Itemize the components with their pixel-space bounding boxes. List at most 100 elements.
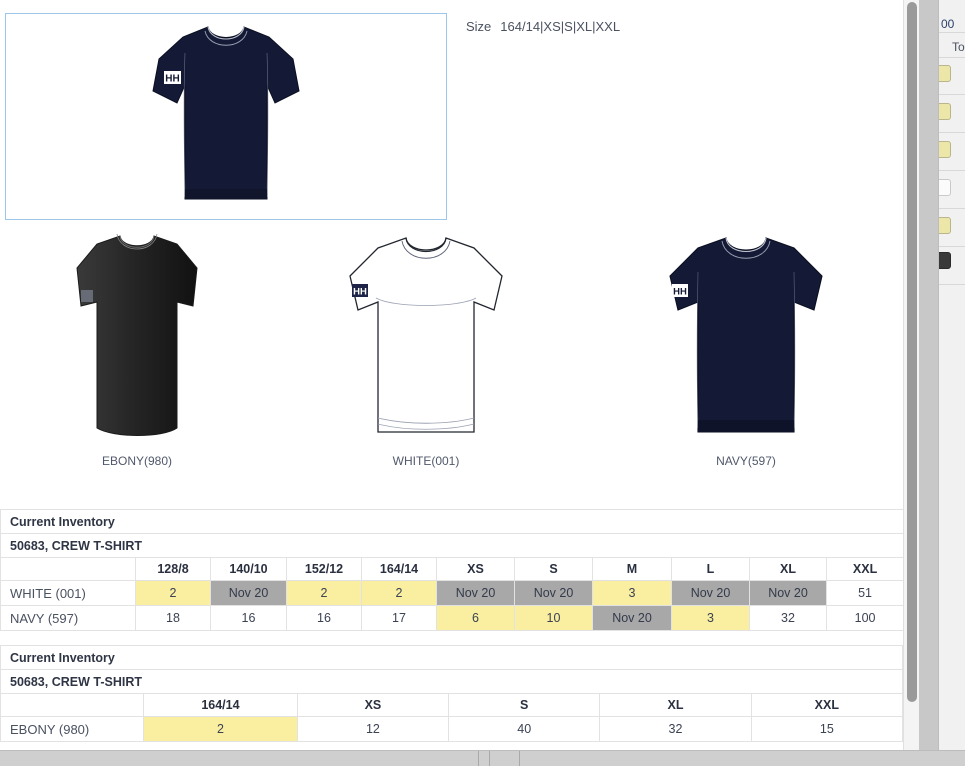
size-value: 164/14|XS|S|XL|XXL xyxy=(500,19,621,34)
inventory-cell: 2 xyxy=(286,580,362,606)
thumbnail-caption: EBONY(980) xyxy=(101,454,173,468)
table-title-row: Current Inventory xyxy=(0,509,903,534)
inventory-cell: Nov 20 xyxy=(671,580,750,606)
column-header: XS xyxy=(436,557,515,581)
column-header: S xyxy=(448,693,601,717)
column-header: S xyxy=(514,557,593,581)
size-line: Size 164/14|XS|S|XL|XXL xyxy=(466,19,620,34)
inventory-cell: 51 xyxy=(825,580,903,606)
column-header: 152/12 xyxy=(286,557,362,581)
table-row[interactable]: EBONY (980) 2 12 40 32 15 xyxy=(0,716,903,742)
hero-image-box[interactable]: HH xyxy=(5,13,447,220)
inventory-subtitle: 50683, CREW T-SHIRT xyxy=(0,669,903,694)
table-title-row: Current Inventory xyxy=(0,645,903,670)
inventory-subtitle: 50683, CREW T-SHIRT xyxy=(0,533,903,558)
size-label: Size xyxy=(466,19,492,34)
panel-field-chip[interactable] xyxy=(939,65,951,82)
right-side-panel[interactable]: 00 To xyxy=(938,0,965,750)
scrollbar-thumb[interactable] xyxy=(0,751,479,766)
column-header: XXL xyxy=(750,693,903,717)
panel-divider xyxy=(939,32,965,33)
inventory-cell: 16 xyxy=(286,605,362,631)
panel-divider xyxy=(939,57,965,58)
inventory-title: Current Inventory xyxy=(0,645,903,670)
scrollbar-grip xyxy=(519,751,520,766)
table-subtitle-row: 50683, CREW T-SHIRT xyxy=(0,669,903,694)
inventory-cell: 32 xyxy=(749,605,827,631)
column-header: L xyxy=(671,557,750,581)
header-blank xyxy=(0,557,136,581)
thumbnail-caption: NAVY(597) xyxy=(716,454,776,468)
table-header-row: 164/14 XS S XL XXL xyxy=(0,693,903,717)
thumbnail-white[interactable]: HH WHITE(001) xyxy=(301,232,551,468)
column-header: XL xyxy=(599,693,752,717)
inventory-cell: 10 xyxy=(514,605,593,631)
inventory-cell: 3 xyxy=(592,580,672,606)
inventory-cell: Nov 20 xyxy=(514,580,593,606)
hero-shirt-image: HH xyxy=(152,25,300,199)
panel-divider xyxy=(939,208,965,209)
inventory-cell: 18 xyxy=(135,605,211,631)
column-header: 128/8 xyxy=(135,557,211,581)
column-header: 164/14 xyxy=(143,693,298,717)
panel-divider xyxy=(939,284,965,285)
row-label: NAVY (597) xyxy=(0,605,136,631)
current-inventory-table-1: Current Inventory 50683, CREW T-SHIRT 12… xyxy=(0,509,903,631)
scrollbar-grip xyxy=(489,751,490,766)
column-header: M xyxy=(592,557,672,581)
thumbnail-navy[interactable]: HH NAVY(597) xyxy=(621,232,871,468)
panel-divider xyxy=(939,170,965,171)
inventory-title: Current Inventory xyxy=(0,509,903,534)
column-header: XL xyxy=(749,557,827,581)
panel-text-fragment: To xyxy=(952,40,965,54)
column-header: 164/14 xyxy=(361,557,437,581)
table-subtitle-row: 50683, CREW T-SHIRT xyxy=(0,533,903,558)
inventory-cell: Nov 20 xyxy=(436,580,515,606)
thumbnail-caption: WHITE(001) xyxy=(392,454,460,468)
column-header: XS xyxy=(296,693,450,717)
column-header: 140/10 xyxy=(210,557,287,581)
inventory-cell: Nov 20 xyxy=(749,580,827,606)
inventory-cell: 100 xyxy=(825,605,903,631)
ebony-shirt-image xyxy=(76,233,198,436)
inventory-cell: 16 xyxy=(210,605,287,631)
svg-text:HH: HH xyxy=(353,287,367,298)
svg-text:HH: HH xyxy=(165,73,179,84)
inventory-cell: 12 xyxy=(296,716,450,742)
table-row[interactable]: WHITE (001) 2 Nov 20 2 2 Nov 20 Nov 20 3… xyxy=(0,580,903,606)
content-vertical-scrollbar[interactable] xyxy=(903,0,920,750)
thumbnail-ebony[interactable]: EBONY(980) xyxy=(12,232,262,468)
column-header: XXL xyxy=(825,557,903,581)
inventory-cell: 40 xyxy=(448,716,601,742)
window-horizontal-scrollbar[interactable] xyxy=(0,750,965,766)
panel-field-chip[interactable] xyxy=(939,141,951,158)
panel-field-chip[interactable] xyxy=(939,217,951,234)
inventory-cell: 6 xyxy=(436,605,515,631)
inventory-cell: 17 xyxy=(361,605,437,631)
table-row[interactable]: NAVY (597) 18 16 16 17 6 10 Nov 20 3 32 … xyxy=(0,605,903,631)
panel-divider xyxy=(939,132,965,133)
page-gutter xyxy=(919,0,938,750)
inventory-cell: Nov 20 xyxy=(210,580,287,606)
navy-shirt-image: HH xyxy=(669,237,823,433)
scrollbar-thumb[interactable] xyxy=(907,2,917,702)
inventory-cell: 15 xyxy=(750,716,903,742)
inventory-cell: Nov 20 xyxy=(592,605,672,631)
header-blank xyxy=(0,693,145,717)
svg-text:HH: HH xyxy=(673,287,687,298)
inventory-cell: 2 xyxy=(361,580,437,606)
panel-field-chip[interactable] xyxy=(939,179,951,196)
panel-field-chip[interactable] xyxy=(939,103,951,120)
row-label: WHITE (001) xyxy=(0,580,136,606)
panel-field-chip[interactable] xyxy=(939,252,951,269)
table-header-row: 128/8 140/10 152/12 164/14 XS S M L XL X… xyxy=(0,557,903,581)
current-inventory-table-2: Current Inventory 50683, CREW T-SHIRT 16… xyxy=(0,645,903,742)
inventory-cell: 2 xyxy=(143,716,298,742)
panel-number-fragment: 00 xyxy=(941,17,955,31)
inventory-cell: 3 xyxy=(671,605,750,631)
panel-divider xyxy=(939,246,965,247)
row-label: EBONY (980) xyxy=(0,716,145,742)
inventory-cell: 32 xyxy=(599,716,752,742)
panel-divider xyxy=(939,94,965,95)
inventory-cell: 2 xyxy=(135,580,211,606)
